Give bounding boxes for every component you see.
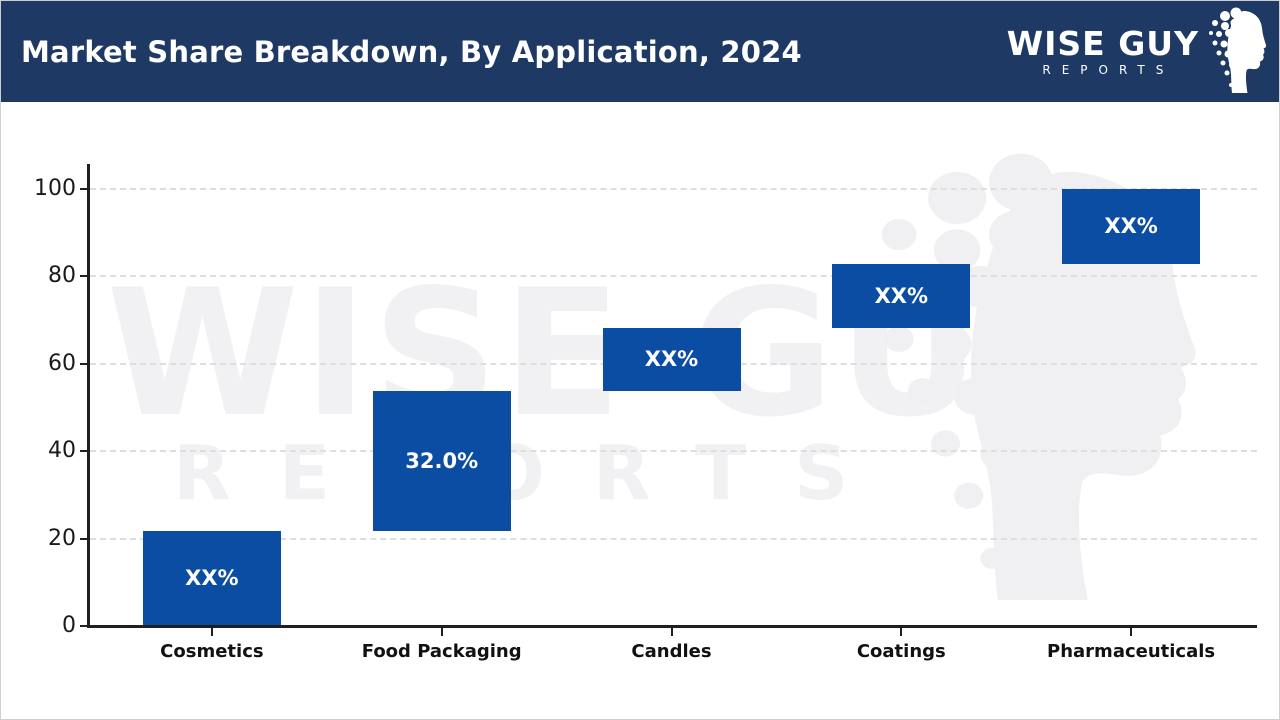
bar-coatings	[832, 263, 971, 328]
y-tick-label-100: 100	[34, 175, 76, 201]
category-label-coatings: Coatings	[856, 641, 946, 662]
watermark-reports-text: REPORTS	[173, 429, 897, 517]
watermark-face-logo	[864, 153, 1196, 601]
report-header: Market Share Breakdown, By Application, …	[1, 1, 1279, 102]
x-tick-pharmaceuticals	[1130, 628, 1133, 636]
bar-food-packaging	[372, 390, 511, 531]
logo-face-icon	[1209, 7, 1267, 93]
gridline-y80	[90, 275, 1257, 277]
y-tick-label-0: 0	[62, 613, 76, 638]
category-label-pharmaceuticals: Pharmaceuticals	[1047, 641, 1216, 662]
y-tick-40	[80, 450, 88, 452]
y-tick-0	[80, 625, 88, 627]
gridline-y20	[90, 537, 1257, 540]
y-tick-label-60: 60	[48, 350, 76, 376]
logo-wiseguy-text: WISE GUY	[1006, 24, 1199, 63]
chart-title: Market Share Breakdown, By Application, …	[21, 34, 802, 69]
x-tick-coatings	[900, 628, 903, 636]
bar-label-candles: XX%	[644, 347, 699, 372]
x-axis-line	[87, 625, 1257, 628]
bar-cosmetics	[142, 530, 281, 626]
category-label-cosmetics: Cosmetics	[160, 641, 264, 662]
x-tick-cosmetics	[210, 628, 213, 636]
y-tick-20	[80, 537, 88, 540]
x-tick-food-packaging	[440, 628, 443, 636]
y-tick-label-80: 80	[48, 263, 76, 288]
category-label-candles: Candles	[631, 641, 712, 662]
bar-pharmaceuticals	[1062, 188, 1201, 264]
logo-reports-text: REPORTS	[1042, 63, 1175, 77]
y-tick-80	[80, 275, 88, 277]
wise-guy-reports-logo: WISE GUY REPORTS	[1007, 1, 1267, 102]
gridline-y100	[90, 187, 1257, 190]
y-tick-100	[80, 187, 88, 190]
bar-label-cosmetics: XX%	[185, 566, 239, 591]
gridline-y40	[90, 450, 1257, 452]
y-axis-line	[87, 164, 90, 628]
bar-label-pharmaceuticals: XX%	[1104, 214, 1158, 239]
category-label-food-packaging: Food Packaging	[361, 641, 522, 662]
y-tick-60	[80, 362, 88, 365]
bar-label-food-packaging: 32.0%	[405, 448, 479, 473]
x-tick-candles	[670, 628, 673, 636]
bar-candles	[602, 327, 741, 391]
bar-label-coatings: XX%	[874, 283, 929, 308]
y-tick-label-40: 40	[48, 438, 76, 463]
y-tick-label-20: 20	[48, 525, 76, 551]
